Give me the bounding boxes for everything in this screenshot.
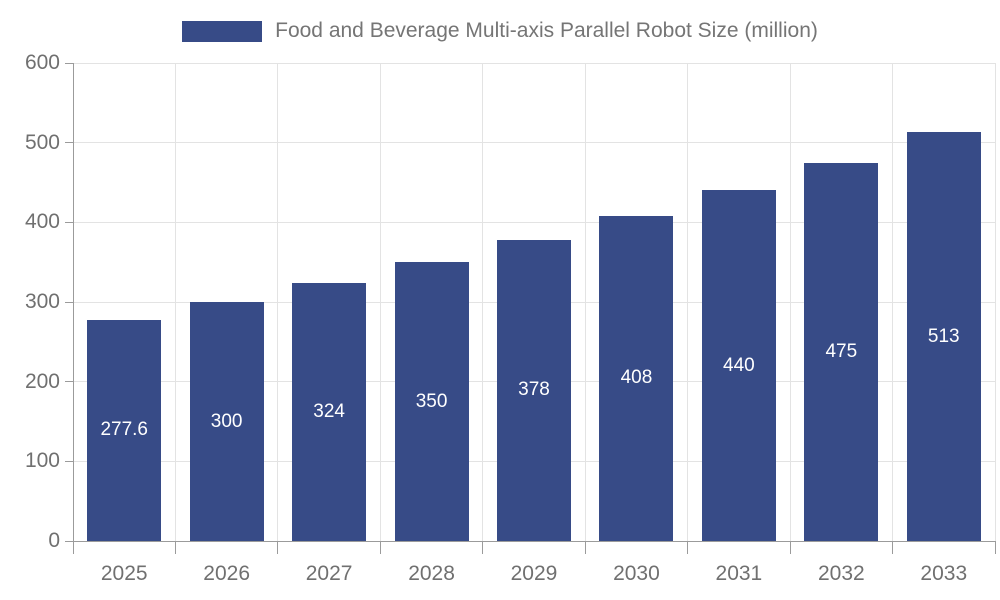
x-axis-tick [584, 541, 586, 554]
x-axis-tick [72, 541, 74, 554]
x-axis-line [73, 540, 995, 543]
y-axis-tick-label: 200 [24, 369, 60, 393]
y-axis-tick [65, 301, 73, 303]
bar[interactable] [804, 162, 879, 541]
bar-value-label: 408 [620, 367, 653, 389]
x-gridline [379, 63, 381, 541]
x-axis-tick-label: 2029 [510, 562, 558, 585]
x-axis-tick [482, 541, 484, 554]
bar[interactable] [497, 239, 571, 541]
x-gridline [789, 63, 791, 541]
x-gridline [584, 63, 586, 541]
y-axis-tick-label: 0 [48, 529, 60, 552]
x-axis-tick [277, 541, 279, 554]
x-gridline [277, 63, 279, 541]
bar-value-label: 300 [210, 410, 243, 432]
y-axis-tick [65, 381, 73, 383]
x-axis-tick [994, 541, 996, 554]
bar[interactable] [701, 190, 776, 541]
y-axis-line [72, 63, 75, 542]
bar-value-label: 324 [313, 400, 345, 422]
bar[interactable] [87, 319, 162, 541]
y-axis-tick-label: 300 [24, 290, 60, 313]
bar-value-label: 440 [723, 354, 755, 376]
x-gridline [482, 63, 484, 541]
y-gridline [73, 62, 995, 64]
legend-label[interactable]: Food and Beverage Multi-axis Parallel Ro… [275, 19, 818, 42]
y-axis-tick-label: 600 [24, 51, 60, 74]
y-axis-tick [65, 142, 73, 144]
x-axis-tick-label: 2031 [715, 562, 763, 585]
x-axis-tick-label: 2027 [305, 562, 353, 585]
y-axis-tick [65, 221, 73, 223]
bar-value-label: 277.6 [100, 419, 148, 441]
x-axis-tick-label: 2033 [920, 562, 968, 585]
y-axis-tick [65, 540, 73, 542]
bar[interactable] [394, 262, 469, 541]
bar[interactable] [189, 302, 264, 541]
x-axis-tick-label: 2026 [203, 562, 251, 585]
y-axis-tick-label: 500 [24, 130, 60, 154]
x-axis-tick-label: 2028 [408, 562, 455, 585]
y-gridline [73, 221, 995, 223]
bar-value-label: 513 [927, 325, 960, 347]
y-axis-tick [65, 460, 73, 462]
x-gridline [994, 63, 996, 541]
x-axis-tick-label: 2030 [613, 562, 660, 585]
x-axis-tick [379, 541, 381, 554]
x-axis-tick [892, 541, 894, 554]
legend-swatch[interactable] [182, 20, 263, 42]
y-axis-tick [65, 62, 73, 64]
x-axis-tick [789, 541, 791, 554]
legend[interactable]: Food and Beverage Multi-axis Parallel Ro… [0, 19, 1000, 43]
bar[interactable] [292, 282, 367, 541]
x-axis-tick-label: 2025 [100, 562, 148, 585]
y-gridline [73, 142, 995, 144]
y-axis-tick-label: 100 [24, 449, 60, 473]
y-axis-tick-label: 400 [24, 210, 60, 234]
bar-value-label: 350 [415, 390, 448, 412]
x-gridline [892, 63, 894, 541]
bar[interactable] [599, 215, 674, 541]
x-axis-tick [687, 541, 689, 554]
bar-value-label: 378 [518, 379, 550, 401]
bar-value-label: 475 [825, 340, 858, 362]
x-axis-tick [174, 541, 176, 554]
x-gridline [174, 63, 176, 541]
bar[interactable] [906, 132, 981, 541]
x-axis-tick-label: 2032 [817, 562, 865, 585]
x-gridline [687, 63, 689, 541]
